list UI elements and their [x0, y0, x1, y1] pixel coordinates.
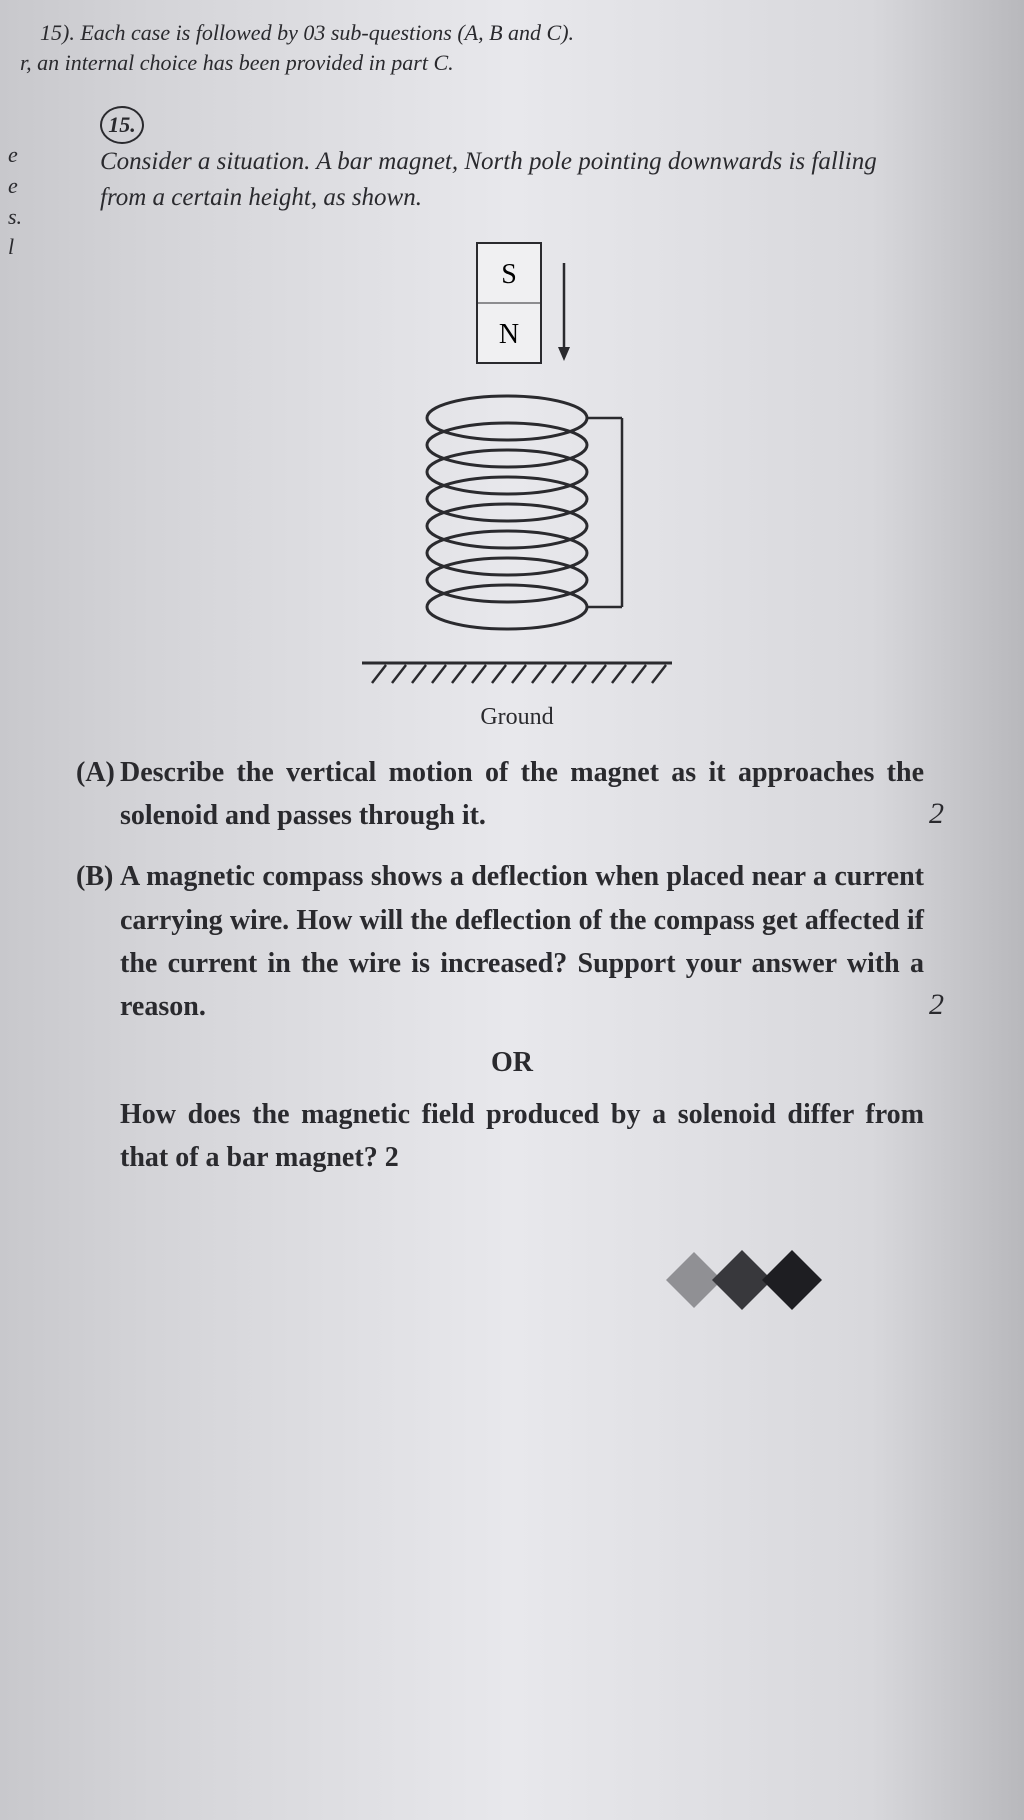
or-label: OR [100, 1047, 924, 1079]
svg-text:S: S [501, 259, 517, 290]
sub-label-a: (A) [76, 751, 115, 794]
magnet-solenoid-diagram: S N [322, 233, 702, 693]
diamond-decoration [100, 1240, 924, 1325]
sub-label-b: (B) [76, 855, 113, 898]
margin-char: l [8, 232, 22, 263]
svg-text:N: N [499, 319, 519, 350]
sub-text-b: A magnetic compass shows a deflection wh… [120, 861, 924, 1022]
header-line-1: 15). Each case is followed by 03 sub-que… [20, 20, 964, 46]
alt-question: How does the magnetic field produced by … [100, 1093, 924, 1180]
diamonds-icon [664, 1240, 844, 1320]
marks-a: 2 [929, 791, 944, 838]
marks-b: 2 [929, 982, 944, 1029]
question-intro: 15. Consider a situation. A bar magnet, … [100, 106, 924, 217]
margin-char: e [8, 171, 22, 202]
diagram-container: S N [100, 233, 924, 731]
header-line-2: r, an internal choice has been provided … [20, 50, 964, 76]
sub-question-a: (A) Describe the vertical motion of the … [100, 751, 924, 838]
question-intro-text: Consider a situation. A bar magnet, Nort… [100, 144, 880, 217]
sub-text-a: Describe the vertical motion of the magn… [120, 757, 924, 831]
question-number: 15. [100, 106, 144, 144]
margin-char: s. [8, 202, 22, 233]
sub-question-b: (B) A magnetic compass shows a deflectio… [100, 855, 924, 1029]
question-block: 15. Consider a situation. A bar magnet, … [20, 106, 964, 1325]
ground-label: Ground [100, 704, 924, 731]
margin-char: e [8, 140, 22, 171]
left-margin-chars: e e s. l [8, 140, 22, 263]
